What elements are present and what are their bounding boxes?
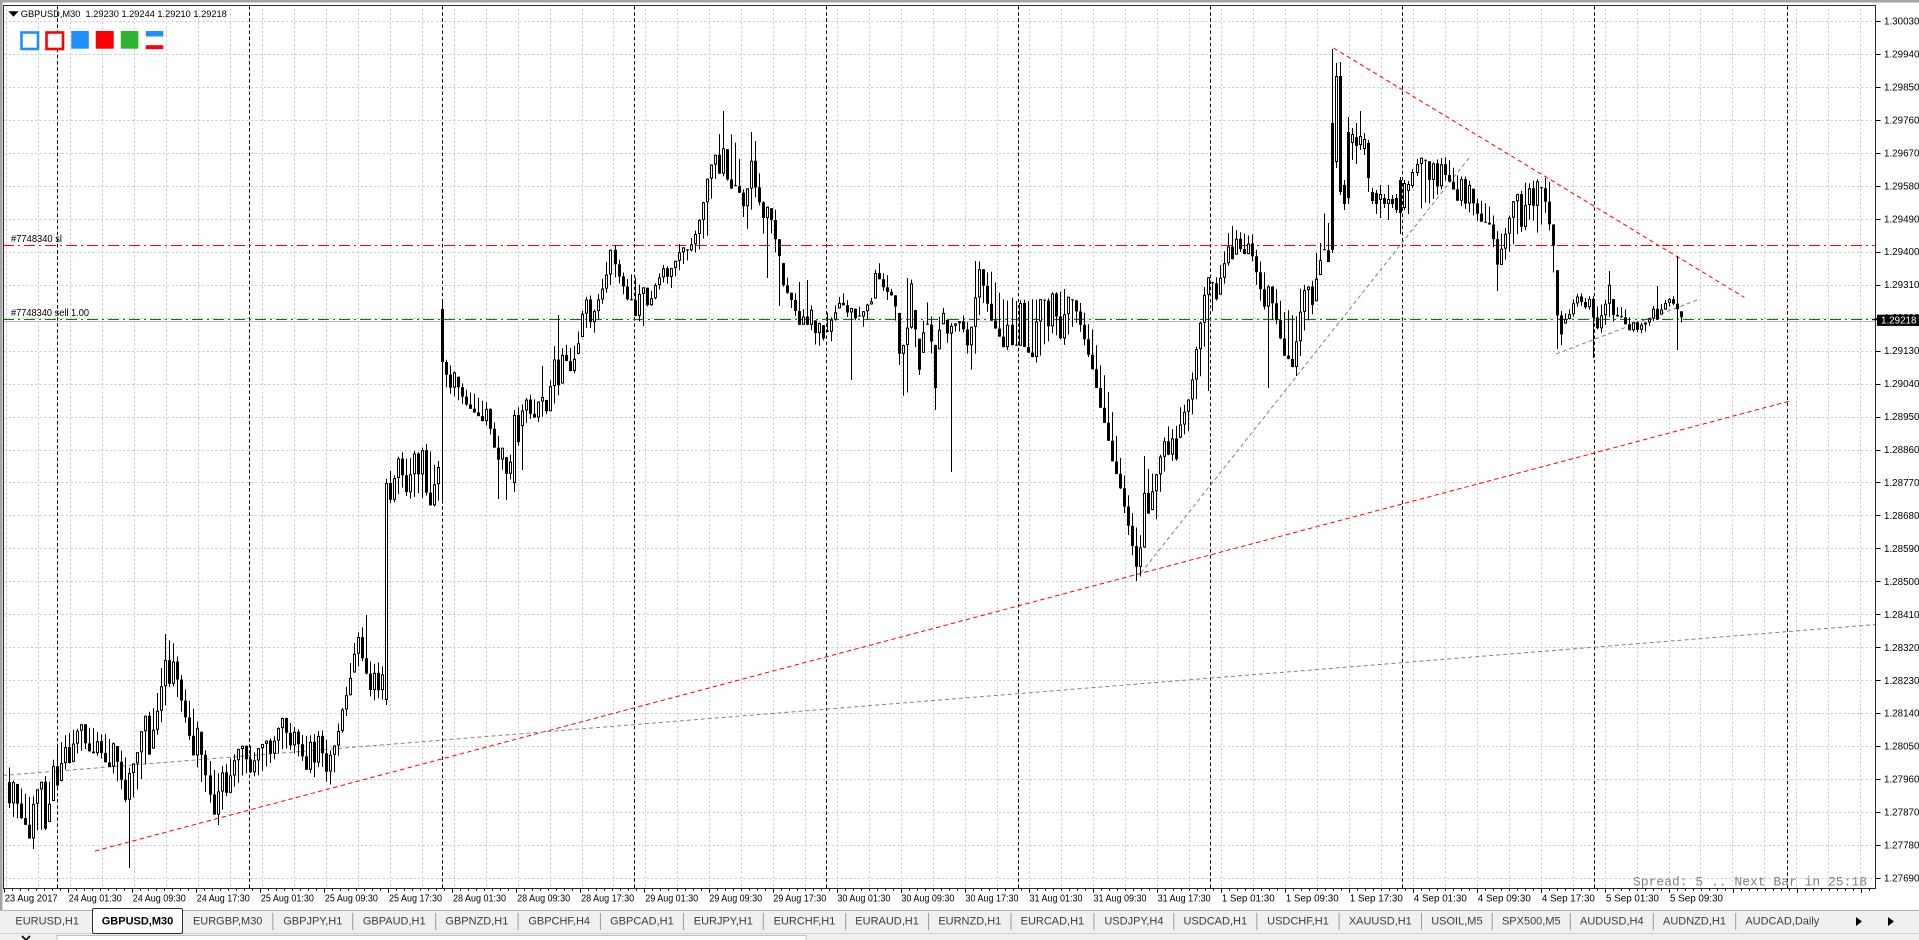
svg-text:1.29218: 1.29218 bbox=[1881, 315, 1917, 326]
svg-text:31 Aug 17:30: 31 Aug 17:30 bbox=[1158, 893, 1212, 904]
svg-text:25 Aug 01:30: 25 Aug 01:30 bbox=[261, 893, 315, 904]
svg-text:1.29490: 1.29490 bbox=[1884, 214, 1919, 225]
svg-text:24 Aug 17:30: 24 Aug 17:30 bbox=[197, 893, 251, 904]
svg-text:AUDCAD,Daily: AUDCAD,Daily bbox=[1745, 916, 1819, 928]
svg-text:AUDNZD,H1: AUDNZD,H1 bbox=[1663, 916, 1726, 928]
svg-text:29 Aug 01:30: 29 Aug 01:30 bbox=[645, 893, 699, 904]
svg-text:GBPJPY,H1: GBPJPY,H1 bbox=[283, 916, 342, 928]
svg-text:1.28410: 1.28410 bbox=[1884, 610, 1919, 621]
svg-text:24 Aug 09:30: 24 Aug 09:30 bbox=[133, 893, 187, 904]
svg-text:EURUSD,H1: EURUSD,H1 bbox=[15, 916, 79, 928]
svg-text:SPX500,M5: SPX500,M5 bbox=[1502, 916, 1561, 928]
svg-text:1.29310: 1.29310 bbox=[1884, 280, 1919, 291]
svg-text:29 Aug 17:30: 29 Aug 17:30 bbox=[773, 893, 827, 904]
svg-text:GBPUSD,M30 1.29230 1.29244 1.: GBPUSD,M30 1.29230 1.29244 1.29210 1.292… bbox=[21, 9, 227, 20]
svg-text:28 Aug 01:30: 28 Aug 01:30 bbox=[453, 893, 507, 904]
svg-text:1 Sep 01:30: 1 Sep 01:30 bbox=[1222, 893, 1276, 904]
svg-text:1.29670: 1.29670 bbox=[1884, 148, 1919, 159]
svg-text:EURAUD,H1: EURAUD,H1 bbox=[855, 916, 919, 928]
svg-text:25 Aug 17:30: 25 Aug 17:30 bbox=[389, 893, 443, 904]
svg-text:4 Sep 01:30: 4 Sep 01:30 bbox=[1414, 893, 1468, 904]
svg-text:1.28770: 1.28770 bbox=[1884, 478, 1919, 489]
svg-text:USDCHF,H1: USDCHF,H1 bbox=[1267, 916, 1329, 928]
svg-text:5 Sep 09:30: 5 Sep 09:30 bbox=[1670, 893, 1724, 904]
svg-text:4 Sep 17:30: 4 Sep 17:30 bbox=[1542, 893, 1596, 904]
svg-text:1.29760: 1.29760 bbox=[1884, 115, 1919, 126]
svg-text:Spread: 5 .. Next Bar in 25:18: Spread: 5 .. Next Bar in 25:18 bbox=[1633, 875, 1867, 890]
svg-text:#7748340 sl: #7748340 sl bbox=[11, 234, 62, 245]
svg-text:USOIL,M5: USOIL,M5 bbox=[1431, 916, 1482, 928]
svg-text:25 Aug 09:30: 25 Aug 09:30 bbox=[325, 893, 379, 904]
svg-text:1.29850: 1.29850 bbox=[1884, 82, 1919, 93]
svg-text:4 Sep 09:30: 4 Sep 09:30 bbox=[1478, 893, 1532, 904]
svg-text:1.27690: 1.27690 bbox=[1884, 874, 1919, 885]
svg-text:1.29400: 1.29400 bbox=[1884, 247, 1919, 258]
svg-text:30 Aug 09:30: 30 Aug 09:30 bbox=[901, 893, 955, 904]
svg-text:EURNZD,H1: EURNZD,H1 bbox=[938, 916, 1001, 928]
svg-text:28 Aug 09:30: 28 Aug 09:30 bbox=[517, 893, 571, 904]
svg-text:GBPNZD,H1: GBPNZD,H1 bbox=[445, 916, 508, 928]
svg-text:EURCAD,H1: EURCAD,H1 bbox=[1021, 916, 1085, 928]
svg-text:1.28230: 1.28230 bbox=[1884, 676, 1919, 687]
svg-text:GBPUSD,M30: GBPUSD,M30 bbox=[102, 916, 174, 928]
svg-text:USDJPY,H4: USDJPY,H4 bbox=[1104, 916, 1163, 928]
svg-text:#7748340 sell 1.00: #7748340 sell 1.00 bbox=[11, 308, 89, 319]
svg-text:29 Aug 09:30: 29 Aug 09:30 bbox=[709, 893, 763, 904]
svg-text:30 Aug 01:30: 30 Aug 01:30 bbox=[837, 893, 891, 904]
svg-text:23 Aug 2017: 23 Aug 2017 bbox=[5, 893, 58, 904]
svg-text:1.28950: 1.28950 bbox=[1884, 412, 1919, 423]
svg-text:24 Aug 01:30: 24 Aug 01:30 bbox=[69, 893, 123, 904]
svg-text:1.29040: 1.29040 bbox=[1884, 379, 1919, 390]
svg-text:EURJPY,H1: EURJPY,H1 bbox=[694, 916, 753, 928]
svg-text:1.28320: 1.28320 bbox=[1884, 643, 1919, 654]
svg-text:1.28500: 1.28500 bbox=[1884, 577, 1919, 588]
svg-text:1.28860: 1.28860 bbox=[1884, 445, 1919, 456]
svg-text:1.28050: 1.28050 bbox=[1884, 742, 1919, 753]
svg-text:1 Sep 09:30: 1 Sep 09:30 bbox=[1286, 893, 1340, 904]
svg-text:1.27870: 1.27870 bbox=[1884, 808, 1919, 819]
svg-text:1.28590: 1.28590 bbox=[1884, 544, 1919, 555]
svg-text:AUDUSD,H4: AUDUSD,H4 bbox=[1580, 916, 1644, 928]
svg-text:1.28140: 1.28140 bbox=[1884, 709, 1919, 720]
svg-text:1.29130: 1.29130 bbox=[1884, 346, 1919, 357]
svg-text:1.27780: 1.27780 bbox=[1884, 841, 1919, 852]
svg-text:EURCHF,H1: EURCHF,H1 bbox=[774, 916, 836, 928]
svg-text:GBPCHF,H4: GBPCHF,H4 bbox=[528, 916, 590, 928]
svg-text:1.28680: 1.28680 bbox=[1884, 511, 1919, 522]
svg-text:30 Aug 17:30: 30 Aug 17:30 bbox=[966, 893, 1020, 904]
svg-text:1 Sep 17:30: 1 Sep 17:30 bbox=[1350, 893, 1404, 904]
svg-text:1.29580: 1.29580 bbox=[1884, 181, 1919, 192]
svg-text:1.30030: 1.30030 bbox=[1884, 17, 1919, 28]
svg-text:1.29940: 1.29940 bbox=[1884, 50, 1919, 61]
svg-text:31 Aug 01:30: 31 Aug 01:30 bbox=[1030, 893, 1084, 904]
svg-text:31 Aug 09:30: 31 Aug 09:30 bbox=[1094, 893, 1148, 904]
svg-text:28 Aug 17:30: 28 Aug 17:30 bbox=[581, 893, 635, 904]
svg-text:GBPAUD,H1: GBPAUD,H1 bbox=[363, 916, 426, 928]
svg-text:GBPCAD,H1: GBPCAD,H1 bbox=[610, 916, 674, 928]
svg-text:USDCAD,H1: USDCAD,H1 bbox=[1184, 916, 1248, 928]
svg-text:5 Sep 01:30: 5 Sep 01:30 bbox=[1606, 893, 1660, 904]
svg-text:EURGBP,M30: EURGBP,M30 bbox=[193, 916, 263, 928]
svg-text:XAUUSD,H1: XAUUSD,H1 bbox=[1349, 916, 1412, 928]
svg-text:1.27960: 1.27960 bbox=[1884, 775, 1919, 786]
